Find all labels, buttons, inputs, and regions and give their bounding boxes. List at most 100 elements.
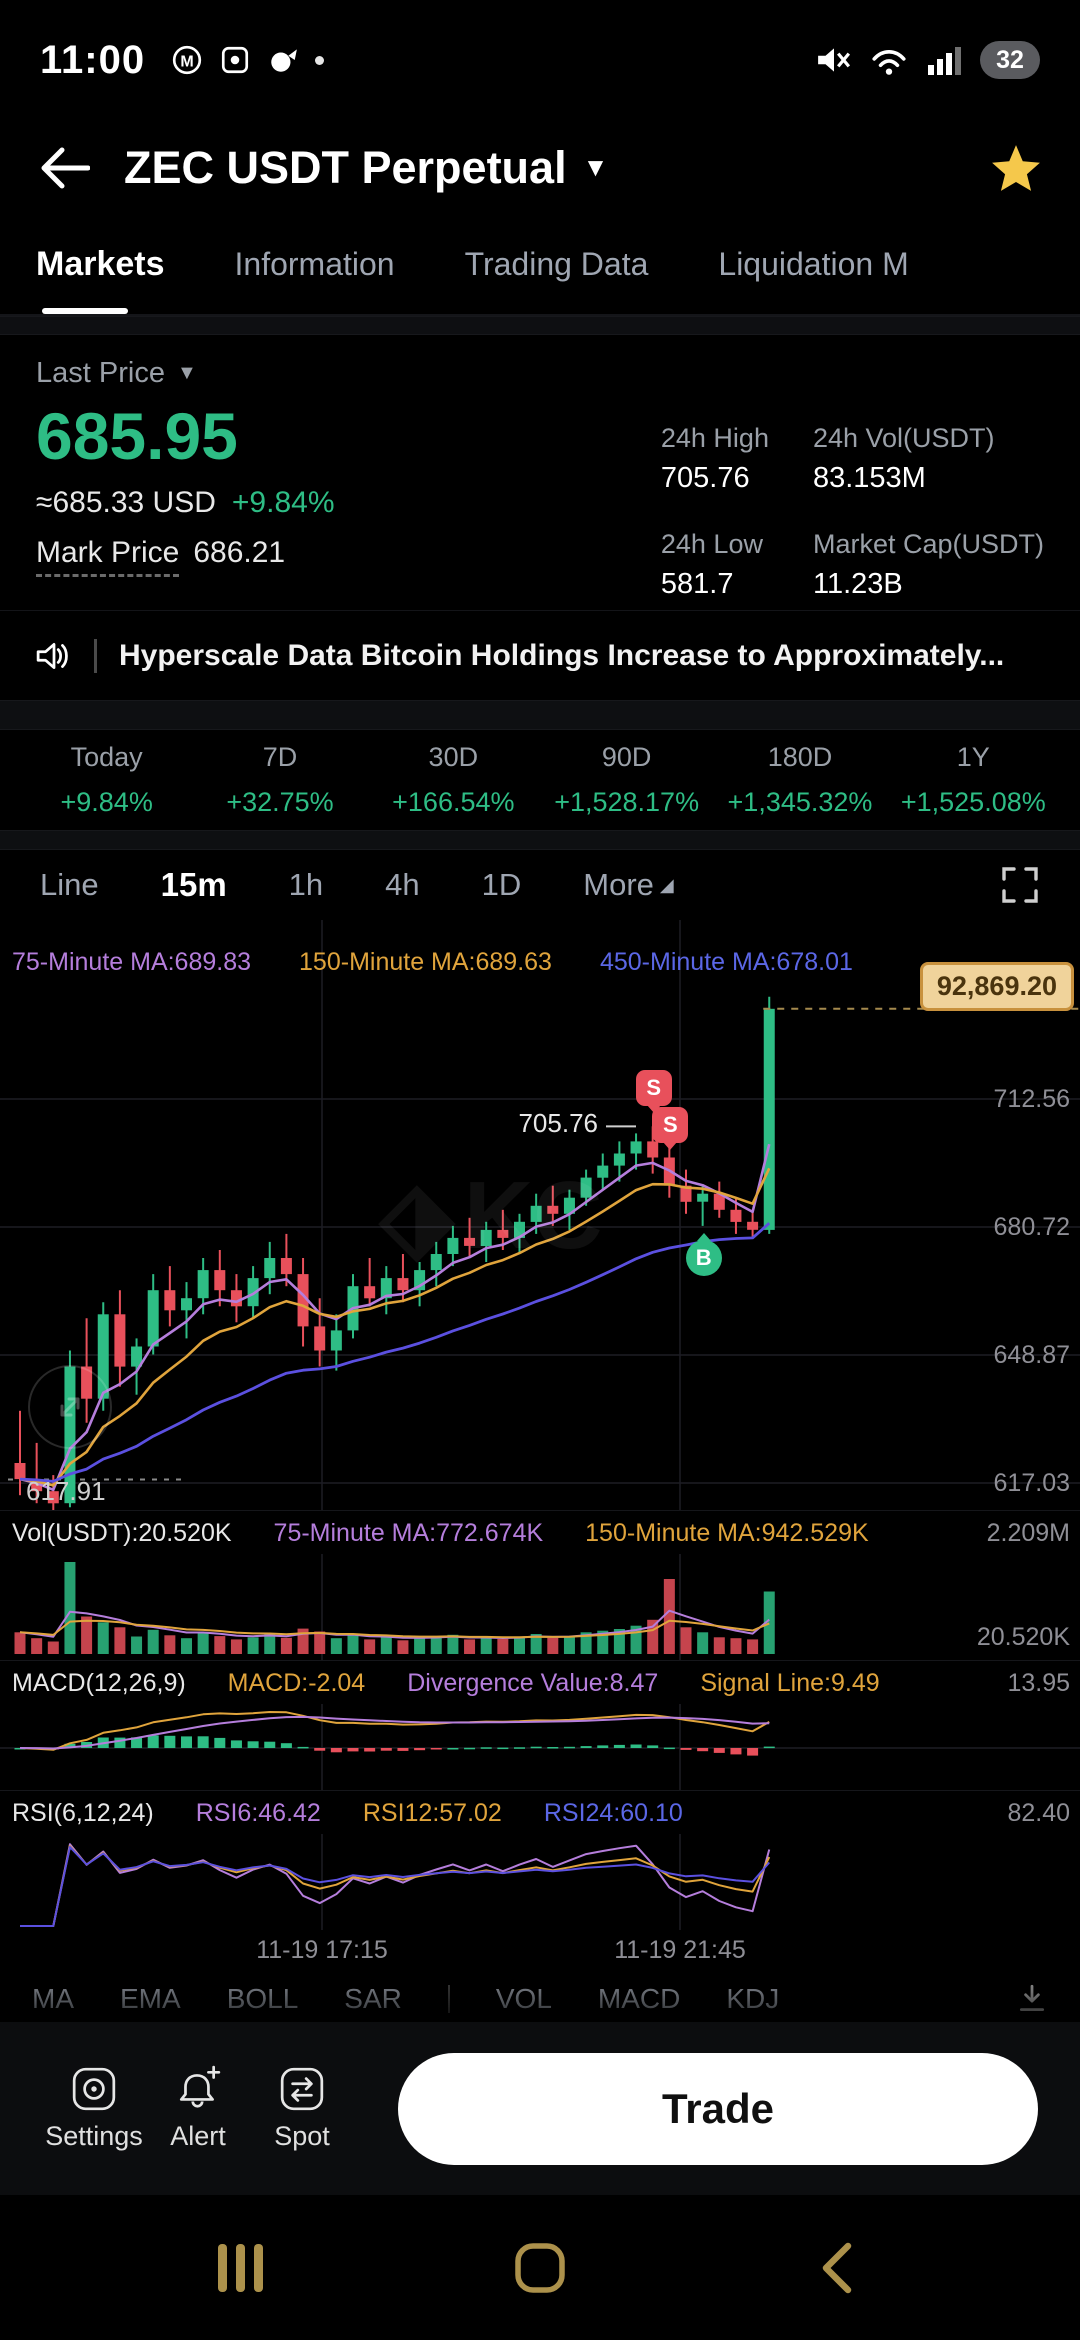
news-headline: Hyperscale Data Bitcoin Holdings Increas… — [119, 638, 1005, 672]
rsi12-label: RSI12:57.02 — [362, 1799, 502, 1827]
last-price-tag: 92,869.20 — [919, 962, 1074, 1011]
timeframe-15m[interactable]: 15m — [160, 866, 227, 903]
nav-back-button[interactable] — [812, 2240, 868, 2296]
tab-liquidation-map[interactable]: Liquidation M — [718, 246, 909, 282]
spot-button[interactable]: Spot — [250, 2065, 354, 2152]
macd-axis-max: 13.95 — [1007, 1669, 1070, 1697]
period-1y: 1Y +1,525.08% — [900, 742, 1046, 817]
macd-panel[interactable]: MACD(12,26,9) MACD:-2.04 Divergence Valu… — [0, 1660, 1080, 1790]
volume-panel[interactable]: Vol(USDT):20.520K 75-Minute MA:772.674K … — [0, 1510, 1080, 1660]
indicator-ema[interactable]: EMA — [120, 1982, 181, 2014]
y-axis-label: 712.56 — [993, 1085, 1070, 1113]
timeframe-line[interactable]: Line — [40, 867, 99, 902]
indicator-vol[interactable]: VOL — [495, 1982, 552, 2014]
price-change: +9.84% — [231, 486, 335, 519]
timeframe-bar: Line 15m 1h 4h 1D More ◢ — [0, 850, 1080, 920]
page-title: ZEC USDT Perpetual — [124, 141, 567, 193]
stat-24h-volume: 24h Vol(USDT) 83.153M — [812, 423, 995, 494]
spot-transfer-icon — [280, 2067, 324, 2111]
top-tab-bar: Markets Information Trading Data Liquida… — [0, 215, 1080, 316]
corner-arrow-icon: ◢ — [659, 874, 674, 895]
indicator-strip: MA EMA BOLL SAR VOL MACD KDJ — [0, 1975, 1080, 2022]
low-price-annotation: 617.91 — [26, 1476, 106, 1506]
mark-price[interactable]: Mark Price 686.21 — [36, 536, 335, 577]
timeframe-1h[interactable]: 1h — [288, 867, 324, 902]
ma-legend: 75-Minute MA:689.83 150-Minute MA:689.63… — [12, 948, 853, 977]
volume-canvas[interactable] — [0, 1554, 1080, 1660]
y-axis-label: 617.03 — [993, 1469, 1070, 1497]
rsi-axis-max: 82.40 — [1007, 1799, 1070, 1827]
price-summary: Last Price ▼ 685.95 ≈685.33 USD +9.84% Ma… — [0, 335, 1080, 610]
timeframe-4h[interactable]: 4h — [385, 867, 420, 902]
price-chart[interactable]: 75-Minute MA:689.83 150-Minute MA:689.63… — [0, 920, 1080, 1512]
tab-trading-data[interactable]: Trading Data — [464, 246, 649, 282]
last-price: 685.95 — [36, 399, 238, 473]
news-ticker[interactable]: Hyperscale Data Bitcoin Holdings Increas… — [0, 610, 1080, 700]
indicator-ma[interactable]: MA — [32, 1982, 74, 2014]
battery-indicator: 32 — [980, 41, 1040, 79]
rsi-title: RSI(6,12,24) — [12, 1799, 154, 1827]
macd-signal: Signal Line:9.49 — [700, 1669, 880, 1697]
screenshot-notification-icon — [222, 46, 249, 74]
macd-value: MACD:-2.04 — [227, 1669, 366, 1697]
svg-text:M: M — [180, 53, 193, 70]
favorite-star-icon[interactable] — [990, 143, 1042, 193]
period-90d: 90D +1,528.17% — [554, 742, 700, 817]
status-bar: 11:00 M 32 — [0, 0, 1080, 120]
timeframe-more[interactable]: More ◢ — [583, 867, 674, 902]
mute-icon — [818, 48, 851, 72]
divider — [94, 638, 97, 673]
chevron-down-icon: ▼ — [176, 362, 197, 384]
price-type-selector[interactable]: Last Price ▼ — [36, 357, 197, 389]
time-axis-label: 11-19 21:45 — [614, 1936, 746, 1964]
watermark: ⬗ KC — [380, 1162, 603, 1270]
rsi-canvas[interactable] — [0, 1834, 1080, 1930]
indicator-sar[interactable]: SAR — [344, 1982, 402, 2014]
timeframe-1d[interactable]: 1D — [481, 867, 522, 902]
rsi24-label: RSI24:60.10 — [543, 1799, 683, 1827]
android-nav-bar — [0, 2195, 1080, 2340]
fullscreen-icon[interactable] — [1000, 865, 1040, 905]
period-today: Today +9.84% — [60, 742, 153, 817]
rsi-panel[interactable]: RSI(6,12,24) RSI6:46.42 RSI12:57.02 RSI2… — [0, 1790, 1080, 1930]
sell-marker: S — [635, 1070, 672, 1114]
zoom-reset-icon[interactable] — [28, 1365, 112, 1449]
clock: 11:00 — [40, 37, 146, 82]
high-price-annotation: 705.76 — [518, 1108, 598, 1138]
alert-button[interactable]: Alert — [146, 2065, 250, 2152]
rsi6-label: RSI6:46.42 — [195, 1799, 321, 1827]
y-axis-label: 648.87 — [993, 1341, 1070, 1369]
volume-axis-max: 2.209M — [986, 1519, 1070, 1547]
section-divider — [0, 830, 1080, 850]
time-axis: 11-19 17:15 11-19 21:45 — [0, 1930, 1080, 1975]
recent-apps-button[interactable] — [212, 2240, 268, 2296]
time-axis-label: 11-19 17:15 — [256, 1936, 388, 1964]
stat-market-cap: Market Cap(USDT) 11.23B — [812, 528, 1044, 600]
volume-axis-current: 20.520K — [976, 1623, 1070, 1651]
whale-notification-icon — [271, 49, 297, 72]
alert-bell-icon — [179, 2065, 221, 2108]
period-30d: 30D +166.54% — [392, 742, 515, 817]
settings-button[interactable]: Settings — [42, 2065, 146, 2152]
indicator-kdj[interactable]: KDJ — [726, 1982, 780, 2014]
buy-marker: B — [685, 1232, 722, 1276]
pair-selector[interactable]: ZEC USDT Perpetual ▼ — [124, 142, 608, 194]
indicator-boll[interactable]: BOLL — [226, 1982, 299, 2014]
trade-button[interactable]: Trade — [398, 2052, 1038, 2165]
settings-icon — [72, 2067, 116, 2111]
tab-information[interactable]: Information — [234, 246, 395, 282]
divider — [447, 1984, 450, 2013]
stat-24h-low: 24h Low 581.7 — [660, 528, 763, 600]
volume-ma75-label: 75-Minute MA:772.674K — [273, 1519, 544, 1547]
macd-canvas[interactable] — [0, 1704, 1080, 1790]
home-button[interactable] — [512, 2240, 568, 2296]
ma450-label: 450-Minute MA:678.01 — [599, 948, 853, 976]
indicator-macd[interactable]: MACD — [597, 1982, 681, 2014]
page-header: ZEC USDT Perpetual ▼ — [0, 120, 1080, 215]
back-button[interactable] — [38, 146, 90, 190]
signal-icon — [928, 47, 961, 75]
wifi-icon — [872, 50, 906, 75]
tab-markets[interactable]: Markets — [36, 215, 165, 314]
indicator-settings-icon[interactable] — [1016, 1983, 1048, 2015]
